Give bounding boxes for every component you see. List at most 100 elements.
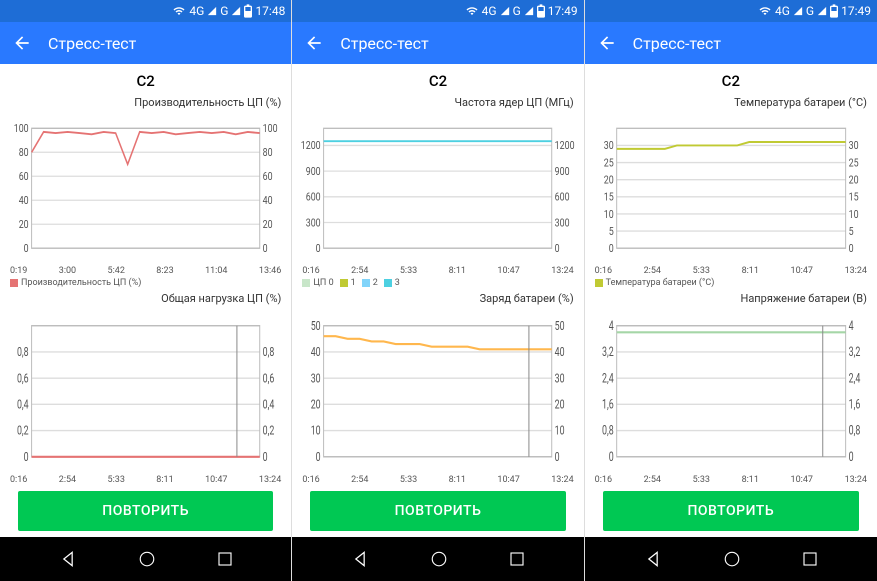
signal-g: G (220, 4, 228, 18)
nav-back-icon[interactable] (643, 549, 663, 569)
svg-text:0,8: 0,8 (17, 344, 29, 359)
svg-text:20: 20 (263, 217, 273, 232)
chart-top-1-title: Частота ядер ЦП (МГц) (296, 94, 579, 111)
nav-bar (585, 537, 877, 581)
battery-icon (830, 4, 838, 18)
chart-bottom-1-title: Заряд батареи (%) (296, 290, 579, 307)
svg-text:10: 10 (848, 207, 858, 222)
app-bar: Стресс-тест (292, 22, 583, 64)
chart-top-0-xlabels: 0:193:005:428:2311:0413:46 (4, 266, 287, 276)
page-title: C2 (589, 72, 873, 90)
svg-text:80: 80 (263, 145, 273, 160)
svg-text:30: 30 (555, 370, 565, 385)
status-bar: 4G G 17:49 (292, 0, 583, 22)
nav-home-icon[interactable] (723, 550, 741, 568)
nav-home-icon[interactable] (138, 550, 156, 568)
chart-bottom-2: Напряжение батареи (В) 000,80,81,61,62,4… (589, 290, 873, 486)
signal-4g: 4G (482, 4, 497, 18)
svg-text:15: 15 (848, 189, 858, 204)
svg-text:4: 4 (608, 318, 613, 333)
svg-text:0,8: 0,8 (848, 423, 860, 438)
chart-top-2-legend: Температура батареи (°C) (589, 276, 873, 290)
chart-top-0: Производительность ЦП (%) 00202040406060… (4, 94, 287, 290)
chart-bottom-2-title: Напряжение батареи (В) (589, 290, 873, 307)
content-1: C2 Частота ядер ЦП (МГц) 003003006006009… (292, 64, 583, 537)
svg-text:0: 0 (263, 241, 268, 256)
chart-bottom-1-xlabels: 0:162:545:338:1110:4713:24 (296, 475, 579, 485)
svg-text:3,2: 3,2 (602, 344, 614, 359)
svg-text:5: 5 (608, 224, 613, 239)
appbar-title: Стресс-тест (340, 34, 428, 53)
svg-text:0: 0 (555, 241, 560, 256)
nav-home-icon[interactable] (430, 550, 448, 568)
chart-top-2: Температура батареи (°C) 005510101515202… (589, 94, 873, 290)
nav-recent-icon[interactable] (216, 550, 234, 568)
back-icon[interactable] (304, 33, 324, 53)
chart-bottom-0-title: Общая нагрузка ЦП (%) (4, 290, 287, 307)
back-icon[interactable] (597, 33, 617, 53)
svg-text:0: 0 (263, 449, 268, 464)
svg-text:80: 80 (19, 145, 29, 160)
svg-text:40: 40 (263, 193, 273, 208)
nav-back-icon[interactable] (350, 549, 370, 569)
svg-text:100: 100 (14, 121, 29, 136)
svg-text:0,6: 0,6 (263, 370, 275, 385)
signal-4g: 4G (775, 4, 790, 18)
svg-text:300: 300 (555, 215, 570, 230)
chart-top-1-xlabels: 0:162:545:338:1110:4713:24 (296, 266, 579, 276)
chart-top-2-xlabels: 0:162:545:338:1110:4713:24 (589, 266, 873, 276)
svg-text:0: 0 (316, 449, 321, 464)
signal-icon-2 (817, 5, 827, 17)
nav-back-icon[interactable] (58, 549, 78, 569)
svg-text:2,4: 2,4 (848, 370, 860, 385)
svg-text:300: 300 (306, 215, 321, 230)
signal-g: G (513, 4, 521, 18)
svg-text:10: 10 (311, 423, 321, 438)
svg-text:900: 900 (555, 164, 570, 179)
svg-text:0: 0 (608, 241, 613, 256)
svg-text:40: 40 (19, 193, 29, 208)
signal-icon (207, 5, 217, 17)
status-time: 17:49 (548, 4, 578, 18)
svg-text:3,2: 3,2 (848, 344, 860, 359)
nav-bar (292, 537, 583, 581)
chart-bottom-0: Общая нагрузка ЦП (%) 000,20,20,40,40,60… (4, 290, 287, 486)
svg-text:0: 0 (316, 241, 321, 256)
status-bar: 4G G 17:49 (585, 0, 877, 22)
svg-text:25: 25 (848, 155, 858, 170)
chart-top-1-plot: 0030030060060090090012001200 (300, 113, 575, 264)
chart-bottom-0-xlabels: 0:162:545:338:1110:4713:24 (4, 475, 287, 485)
repeat-button[interactable]: ПОВТОРИТЬ (18, 491, 273, 531)
nav-recent-icon[interactable] (801, 550, 819, 568)
back-icon[interactable] (12, 33, 32, 53)
svg-text:30: 30 (603, 138, 613, 153)
svg-text:1200: 1200 (555, 138, 575, 153)
chart-bottom-2-xlabels: 0:162:545:338:1110:4713:24 (589, 475, 873, 485)
nav-recent-icon[interactable] (508, 550, 526, 568)
svg-text:0,8: 0,8 (263, 344, 275, 359)
repeat-button[interactable]: ПОВТОРИТЬ (603, 491, 859, 531)
appbar-title: Стресс-тест (48, 34, 136, 53)
svg-text:0,4: 0,4 (17, 396, 29, 411)
chart-top-2-plot: 005510101515202025253030 (593, 113, 869, 264)
repeat-button[interactable]: ПОВТОРИТЬ (310, 491, 565, 531)
svg-text:20: 20 (603, 172, 613, 187)
svg-text:2,4: 2,4 (602, 370, 614, 385)
chart-bottom-2-plot: 000,80,81,61,62,42,43,23,244 (593, 309, 869, 474)
chart-bottom-1: Заряд батареи (%) 0010102020303040405050… (296, 290, 579, 486)
svg-text:0,4: 0,4 (263, 396, 275, 411)
svg-text:600: 600 (555, 189, 570, 204)
svg-text:30: 30 (311, 370, 321, 385)
svg-text:0,2: 0,2 (263, 423, 275, 438)
svg-text:4: 4 (848, 318, 853, 333)
battery-icon (537, 4, 545, 18)
nav-bar (0, 537, 291, 581)
panel-2: 4G G 17:49 Стресс-тест C2 Температура ба… (585, 0, 877, 581)
status-time: 17:49 (841, 4, 871, 18)
svg-text:15: 15 (603, 189, 613, 204)
svg-text:50: 50 (311, 318, 321, 333)
signal-icon (793, 5, 803, 17)
svg-text:20: 20 (848, 172, 858, 187)
svg-text:10: 10 (603, 207, 613, 222)
signal-g: G (806, 4, 814, 18)
